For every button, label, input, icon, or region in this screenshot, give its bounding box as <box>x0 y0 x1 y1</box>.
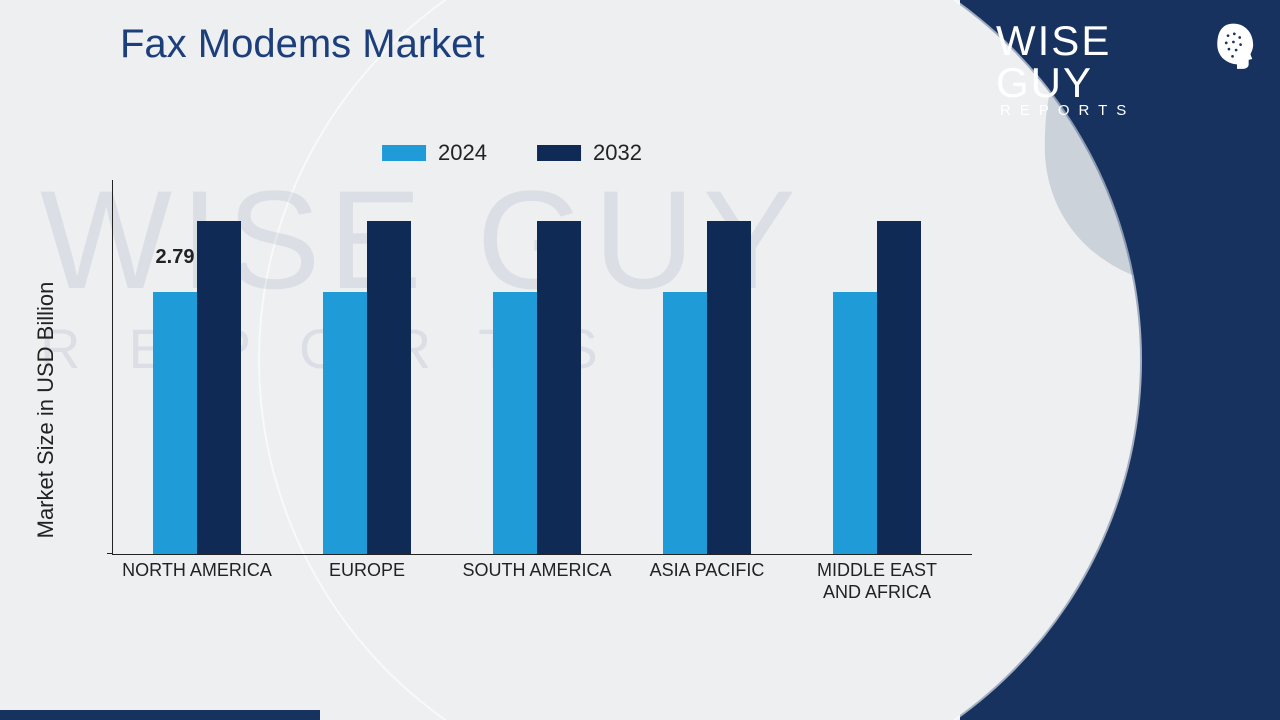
brand-logo: WISE GUY REPORTS <box>996 20 1256 119</box>
bar <box>877 221 921 554</box>
legend-item-2024: 2024 <box>382 140 487 166</box>
bar <box>537 221 581 554</box>
bottom-accent-bar <box>0 710 320 720</box>
bar <box>197 221 241 554</box>
bar <box>367 221 411 554</box>
legend-item-2032: 2032 <box>537 140 642 166</box>
bar <box>153 292 197 554</box>
chart-legend: 2024 2032 <box>382 140 642 166</box>
bar <box>493 292 537 554</box>
chart-area: Market Size in USD Billion 2024 2032 NOR… <box>52 130 972 690</box>
logo-text-main: WISE GUY <box>996 20 1207 104</box>
legend-label-2024: 2024 <box>438 140 487 166</box>
bar <box>663 292 707 554</box>
category-label: NORTH AMERICA <box>122 560 272 582</box>
y-tick <box>107 553 113 554</box>
bar <box>833 292 877 554</box>
legend-swatch-2024 <box>382 145 426 161</box>
chart-title: Fax Modems Market <box>120 22 485 67</box>
category-label: SOUTH AMERICA <box>462 560 612 582</box>
bar-group: NORTH AMERICA <box>153 221 241 554</box>
category-label: ASIA PACIFIC <box>632 560 782 582</box>
bar-group: MIDDLE EAST AND AFRICA <box>833 221 921 554</box>
legend-swatch-2032 <box>537 145 581 161</box>
y-axis-label: Market Size in USD Billion <box>33 282 59 539</box>
bar-group: ASIA PACIFIC <box>663 221 751 554</box>
infographic-canvas: WISE GUY REPORTS WISE GUY REPORTS Fa <box>0 0 1280 720</box>
legend-label-2032: 2032 <box>593 140 642 166</box>
category-label: EUROPE <box>292 560 442 582</box>
logo-head-icon <box>1211 20 1256 72</box>
bar <box>707 221 751 554</box>
chart-plot: NORTH AMERICA EUROPE SOUTH AMERICA ASIA PAC… <box>112 180 972 555</box>
category-label: MIDDLE EAST AND AFRICA <box>802 560 952 603</box>
logo-text-sub: REPORTS <box>1000 102 1256 119</box>
bar-group: EUROPE <box>323 221 411 554</box>
bar <box>323 292 367 554</box>
bar-group: SOUTH AMERICA <box>493 221 581 554</box>
value-label: 2.79 <box>156 246 195 269</box>
